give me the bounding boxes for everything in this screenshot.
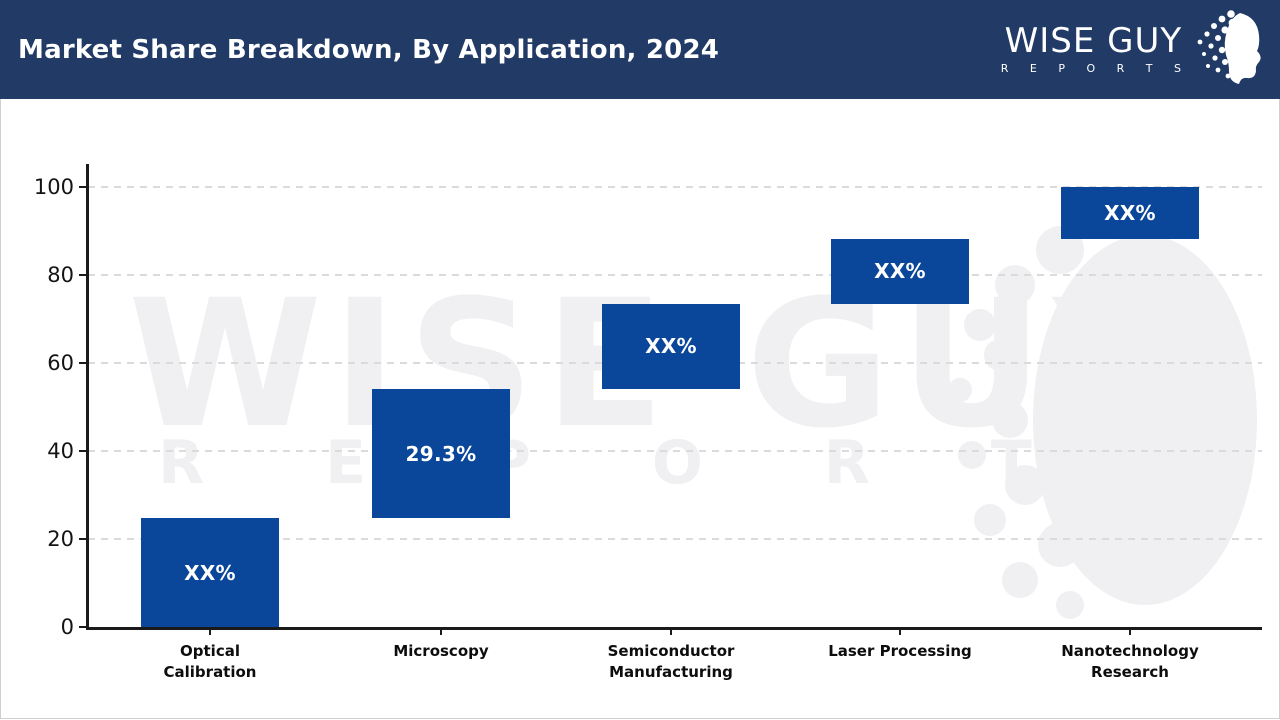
page-title: Market Share Breakdown, By Application, … bbox=[18, 34, 720, 65]
logo-subtitle-text: R E P O R T S bbox=[1000, 62, 1190, 75]
y-axis-line bbox=[86, 164, 89, 629]
logo-wordmark: WISE GUY R E P O R T S bbox=[997, 24, 1190, 75]
x-axis-tick bbox=[209, 629, 211, 635]
bar-value-label: 29.3% bbox=[405, 441, 477, 466]
y-axis-tick-label: 100 bbox=[33, 175, 74, 199]
bar-value-label: XX% bbox=[184, 560, 236, 585]
gridline bbox=[88, 186, 1262, 188]
waterfall-bar: XX% bbox=[602, 303, 740, 390]
x-axis-tick bbox=[899, 629, 901, 635]
x-axis-tick bbox=[440, 629, 442, 635]
x-axis-tick bbox=[670, 629, 672, 635]
bar-value-label: XX% bbox=[645, 334, 697, 359]
y-axis-tick-label: 80 bbox=[47, 263, 74, 287]
wiseguy-logo: WISE GUY R E P O R T S bbox=[997, 8, 1266, 92]
y-axis-tick bbox=[79, 274, 88, 276]
logo-face-icon bbox=[1197, 9, 1261, 84]
y-axis-tick-label: 40 bbox=[47, 439, 74, 463]
x-axis-category-label: Laser Processing bbox=[828, 642, 972, 660]
y-axis-tick bbox=[79, 626, 88, 628]
gridline bbox=[88, 274, 1262, 276]
gridline bbox=[88, 538, 1262, 540]
y-axis-tick bbox=[79, 450, 88, 452]
bar-value-label: XX% bbox=[1104, 200, 1156, 225]
watermark-face-icon bbox=[948, 226, 1257, 619]
y-axis-tick bbox=[79, 362, 88, 364]
x-axis-category-label: Nanotechnology Research bbox=[1061, 642, 1199, 681]
y-axis-tick-label: 20 bbox=[47, 527, 74, 551]
waterfall-bar: XX% bbox=[831, 238, 969, 304]
x-axis-category-label: Microscopy bbox=[393, 642, 489, 660]
y-axis-tick-label: 60 bbox=[47, 351, 74, 375]
y-axis-tick bbox=[79, 186, 88, 188]
logo-wordmark-text: WISE GUY bbox=[1004, 21, 1183, 61]
waterfall-bar: 29.3% bbox=[372, 389, 510, 519]
header: Market Share Breakdown, By Application, … bbox=[0, 0, 1280, 99]
bar-value-label: XX% bbox=[874, 259, 926, 284]
waterfall-bar: XX% bbox=[141, 518, 279, 627]
y-axis-tick bbox=[79, 538, 88, 540]
x-axis-line bbox=[86, 627, 1262, 630]
gridline bbox=[88, 450, 1262, 452]
x-axis-tick bbox=[1129, 629, 1131, 635]
x-axis-category-label: Optical Calibration bbox=[163, 642, 257, 681]
waterfall-bar: XX% bbox=[1061, 187, 1199, 239]
x-axis-category-label: Semiconductor Manufacturing bbox=[607, 642, 735, 681]
y-axis-tick-label: 0 bbox=[60, 615, 74, 639]
